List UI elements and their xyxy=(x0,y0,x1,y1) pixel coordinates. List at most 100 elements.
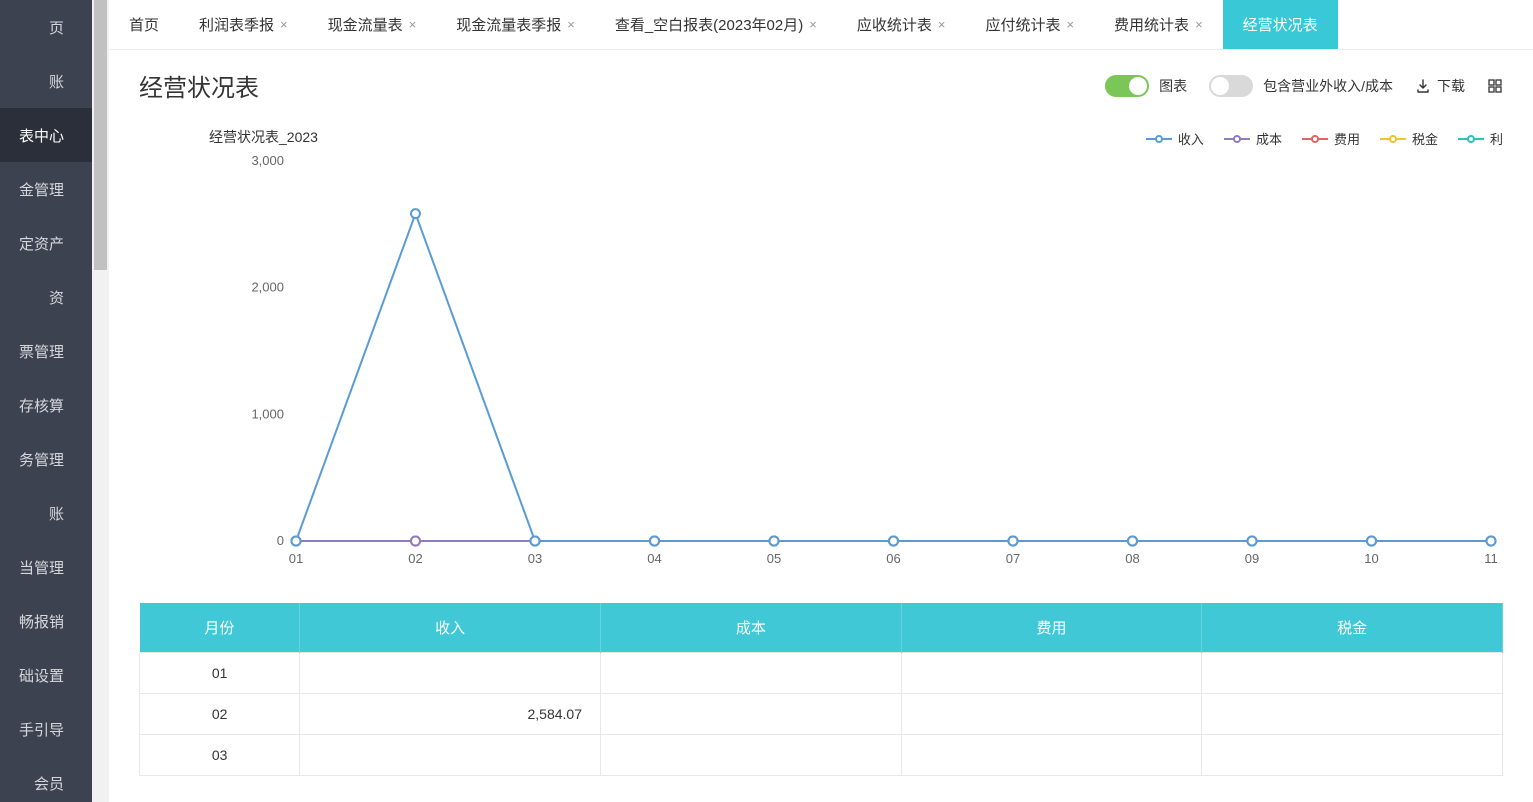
tab-label: 应付统计表 xyxy=(985,14,1060,35)
x-axis-label: 05 xyxy=(767,551,781,566)
series-dot[interactable] xyxy=(889,537,898,546)
tab-label: 经营状况表 xyxy=(1243,14,1318,35)
chart-svg: 01,0002,0003,0000102030405060708091011 xyxy=(139,151,1503,581)
tab-5[interactable]: 应收统计表 × xyxy=(837,0,966,49)
chart-toggle-group: 图表 xyxy=(1105,75,1187,97)
download-button[interactable]: 下载 xyxy=(1415,76,1465,96)
table-header-4: 税金 xyxy=(1202,603,1503,653)
tab-label: 利润表季报 xyxy=(199,14,274,35)
table-cell: 01 xyxy=(140,653,300,694)
series-dot[interactable] xyxy=(411,537,420,546)
table-header-2: 成本 xyxy=(601,603,902,653)
sidebar-item-14[interactable]: 会员 xyxy=(0,756,92,802)
legend-item-0[interactable]: 收入 xyxy=(1146,129,1204,148)
tab-label: 现金流量表 xyxy=(328,14,403,35)
table-cell xyxy=(1202,735,1503,776)
table-cell xyxy=(300,653,601,694)
tab-3[interactable]: 现金流量表季报× xyxy=(436,0,595,49)
sidebar-item-0[interactable]: 页 xyxy=(0,0,92,54)
sidebar-item-9[interactable]: 账 xyxy=(0,486,92,540)
sidebar-item-6[interactable]: 票管理 xyxy=(0,324,92,378)
x-axis-label: 04 xyxy=(647,551,661,566)
x-axis-label: 03 xyxy=(528,551,542,566)
table-header-1: 收入 xyxy=(300,603,601,653)
legend-label: 费用 xyxy=(1334,129,1360,148)
extra-toggle[interactable] xyxy=(1209,75,1253,97)
x-axis-label: 07 xyxy=(1006,551,1020,566)
y-axis-label: 0 xyxy=(277,533,284,548)
x-axis-label: 01 xyxy=(289,551,303,566)
extra-toggle-label: 包含营业外收入/成本 xyxy=(1263,76,1393,96)
sidebar-item-7[interactable]: 存核算 xyxy=(0,378,92,432)
sidebar-item-13[interactable]: 手引导 xyxy=(0,702,92,756)
close-icon[interactable]: × xyxy=(567,17,575,32)
table-cell: 03 xyxy=(140,735,300,776)
data-table: 月份收入成本费用税金01022,584.0703 xyxy=(139,603,1503,776)
sidebar-item-2[interactable]: 表中心 xyxy=(0,108,92,162)
x-axis-label: 02 xyxy=(408,551,422,566)
table-cell xyxy=(601,694,902,735)
y-axis-label: 2,000 xyxy=(251,280,284,295)
scrollbar-track[interactable] xyxy=(92,0,109,802)
series-dot[interactable] xyxy=(411,209,420,218)
tab-bar: 首页利润表季报×现金流量表×现金流量表季报×查看_空白报表(2023年02月)×… xyxy=(109,0,1533,50)
legend-marker xyxy=(1224,134,1250,144)
legend-item-4[interactable]: 利 xyxy=(1458,129,1503,148)
tab-label: 费用统计表 xyxy=(1114,14,1189,35)
close-icon[interactable]: × xyxy=(409,17,417,32)
tab-label: 应收统计表 xyxy=(857,14,932,35)
sidebar-item-8[interactable]: 务管理 xyxy=(0,432,92,486)
close-icon[interactable]: × xyxy=(280,17,288,32)
sidebar-item-10[interactable]: 当管理 xyxy=(0,540,92,594)
series-dot[interactable] xyxy=(1009,537,1018,546)
legend-label: 税金 xyxy=(1412,129,1438,148)
table-cell xyxy=(1202,653,1503,694)
close-icon[interactable]: × xyxy=(809,17,817,32)
series-dot[interactable] xyxy=(770,537,779,546)
series-line-收入 xyxy=(296,214,1491,541)
tab-0[interactable]: 首页 xyxy=(109,0,179,49)
sidebar-item-4[interactable]: 定资产 xyxy=(0,216,92,270)
sidebar-item-3[interactable]: 金管理 xyxy=(0,162,92,216)
close-icon[interactable]: × xyxy=(938,17,946,32)
table-cell xyxy=(1202,694,1503,735)
y-axis-label: 3,000 xyxy=(251,153,284,168)
series-dot[interactable] xyxy=(1248,537,1257,546)
sidebar-item-5[interactable]: 资 xyxy=(0,270,92,324)
x-axis-label: 11 xyxy=(1484,551,1498,566)
series-dot[interactable] xyxy=(650,537,659,546)
tab-1[interactable]: 利润表季报 × xyxy=(179,0,308,49)
sidebar-item-12[interactable]: 础设置 xyxy=(0,648,92,702)
table-row: 03 xyxy=(140,735,1503,776)
tab-2[interactable]: 现金流量表 × xyxy=(308,0,437,49)
tab-8[interactable]: 经营状况表 xyxy=(1223,0,1338,49)
close-icon[interactable]: × xyxy=(1066,17,1074,32)
series-dot[interactable] xyxy=(1128,537,1137,546)
table-row: 022,584.07 xyxy=(140,694,1503,735)
tab-6[interactable]: 应付统计表 × xyxy=(965,0,1094,49)
chart-toggle[interactable] xyxy=(1105,75,1149,97)
table-header-0: 月份 xyxy=(140,603,300,653)
sidebar-item-11[interactable]: 畅报销 xyxy=(0,594,92,648)
chart-area: 经营状况表_2023 收入成本费用税金利 01,0002,0003,000010… xyxy=(139,123,1503,593)
legend-item-3[interactable]: 税金 xyxy=(1380,129,1438,148)
series-dot[interactable] xyxy=(292,537,301,546)
tab-7[interactable]: 费用统计表 × xyxy=(1094,0,1223,49)
scrollbar-thumb[interactable] xyxy=(94,0,107,270)
sidebar-item-1[interactable]: 账 xyxy=(0,54,92,108)
series-dot[interactable] xyxy=(1487,537,1496,546)
legend-item-1[interactable]: 成本 xyxy=(1224,129,1282,148)
tab-label: 首页 xyxy=(129,14,159,35)
close-icon[interactable]: × xyxy=(1195,17,1203,32)
legend-marker xyxy=(1380,134,1406,144)
series-dot[interactable] xyxy=(1367,537,1376,546)
x-axis-label: 08 xyxy=(1125,551,1139,566)
series-dot[interactable] xyxy=(531,537,540,546)
tab-4[interactable]: 查看_空白报表(2023年02月)× xyxy=(595,0,837,49)
legend-item-2[interactable]: 费用 xyxy=(1302,129,1360,148)
chart-toggle-label: 图表 xyxy=(1159,76,1187,96)
legend-marker xyxy=(1302,134,1328,144)
table-cell xyxy=(300,735,601,776)
chart-title: 经营状况表_2023 xyxy=(209,127,318,147)
more-icon[interactable] xyxy=(1487,78,1503,94)
